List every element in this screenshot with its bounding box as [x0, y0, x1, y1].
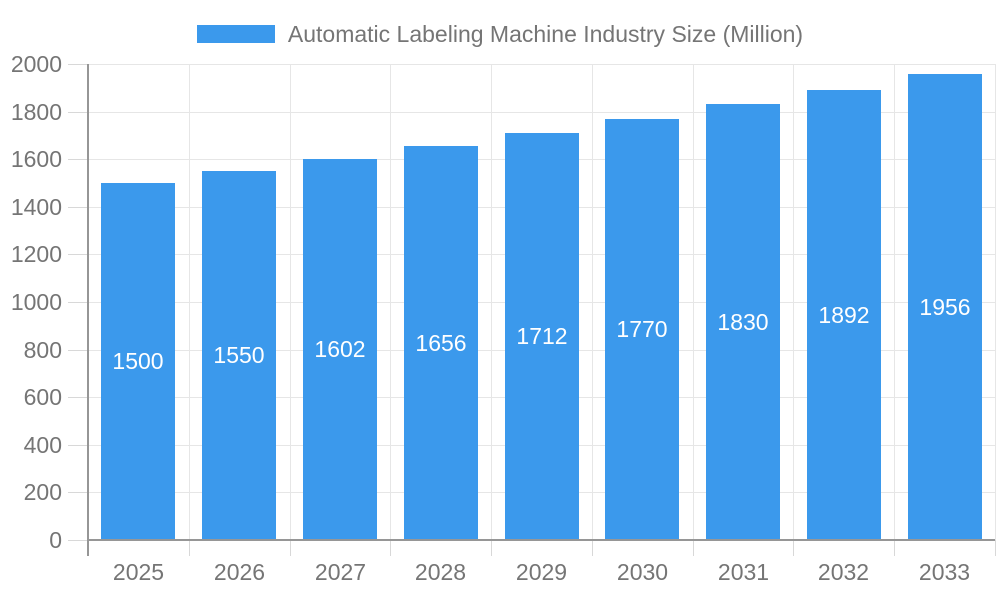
y-axis-label: 800: [23, 337, 62, 363]
y-axis-label: 200: [23, 479, 62, 505]
x-tick-mark: [793, 540, 794, 556]
y-tick-mark: [68, 445, 88, 446]
bar-value-label: 1602: [314, 336, 366, 362]
y-tick-mark: [68, 397, 88, 398]
x-tick-mark: [290, 540, 291, 556]
y-axis-label: 1600: [10, 146, 62, 172]
bar[interactable]: 1656: [404, 146, 478, 540]
y-tick-mark: [68, 207, 88, 208]
y-gridline: [88, 64, 995, 65]
y-tick-mark: [68, 540, 88, 541]
y-tick-mark: [68, 350, 88, 351]
x-axis-line: [88, 539, 995, 541]
bar-value-label: 1500: [112, 348, 164, 374]
bar-value-label: 1956: [919, 293, 971, 320]
y-tick-mark: [68, 302, 88, 303]
x-gridline: [793, 64, 794, 540]
x-tick-mark-axis: [87, 540, 89, 556]
x-gridline: [290, 64, 291, 540]
x-gridline: [995, 64, 996, 540]
x-axis-label: 2033: [918, 559, 971, 585]
bar[interactable]: 1892: [807, 90, 881, 540]
bar[interactable]: 1500: [101, 183, 175, 540]
x-axis-label: 2032: [817, 559, 870, 585]
bar[interactable]: 1712: [505, 133, 579, 540]
x-tick-mark: [592, 540, 593, 556]
y-axis-label: 400: [23, 432, 62, 458]
bar-value-label: 1550: [213, 342, 265, 368]
x-axis-label: 2028: [414, 559, 467, 585]
y-tick-mark: [68, 64, 88, 65]
x-tick-mark: [995, 540, 996, 556]
x-gridline: [592, 64, 593, 540]
y-tick-mark: [68, 492, 88, 493]
bar-value-label: 1656: [415, 329, 467, 356]
legend-label: Automatic Labeling Machine Industry Size…: [287, 20, 804, 47]
y-axis-label: 1000: [10, 289, 62, 315]
legend[interactable]: Automatic Labeling Machine Industry Size…: [0, 14, 1000, 54]
y-tick-mark: [68, 159, 88, 160]
x-axis-label: 2029: [515, 559, 568, 585]
bar-value-label: 1892: [818, 301, 870, 328]
y-tick-mark: [68, 112, 88, 113]
x-gridline: [390, 64, 391, 540]
x-tick-mark: [894, 540, 895, 556]
bar[interactable]: 1770: [605, 119, 679, 540]
y-axis-label: 0: [49, 527, 62, 553]
x-tick-mark: [189, 540, 190, 556]
bar[interactable]: 1550: [202, 171, 276, 540]
legend-swatch: [196, 25, 275, 43]
x-tick-mark: [693, 540, 694, 556]
x-axis-label: 2025: [112, 559, 165, 585]
x-axis-label: 2031: [717, 559, 770, 585]
x-axis-label: 2030: [616, 559, 669, 585]
x-gridline: [491, 64, 492, 540]
x-gridline: [693, 64, 694, 540]
bar[interactable]: 1602: [303, 159, 377, 540]
y-axis-label: 2000: [10, 51, 62, 77]
y-tick-mark: [68, 254, 88, 255]
y-axis-line: [87, 64, 89, 541]
x-gridline: [189, 64, 190, 540]
x-tick-mark: [390, 540, 391, 556]
x-gridline: [894, 64, 895, 540]
bar-value-label: 1712: [516, 323, 568, 349]
y-axis-label: 600: [23, 384, 62, 410]
y-axis-label: 1800: [10, 99, 62, 125]
bar-value-label: 1770: [616, 316, 668, 342]
y-axis-label: 1200: [10, 241, 62, 267]
y-gridline: [88, 112, 995, 113]
bar-value-label: 1830: [717, 308, 769, 335]
x-axis-label: 2026: [213, 559, 266, 585]
bar[interactable]: 1830: [706, 104, 780, 540]
y-axis-label: 1400: [10, 194, 62, 220]
x-axis-label: 2027: [314, 559, 367, 585]
x-tick-mark: [491, 540, 492, 556]
bar[interactable]: 1956: [908, 74, 982, 540]
